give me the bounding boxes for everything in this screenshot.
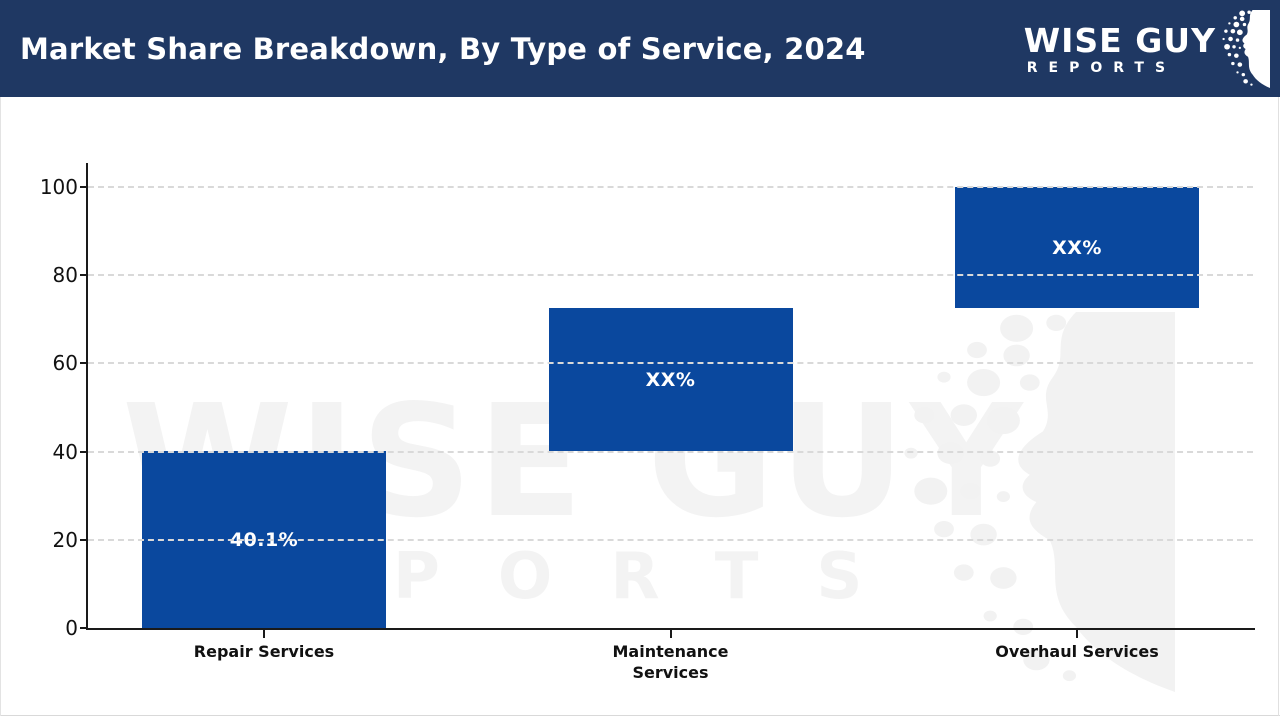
bar-segment: XX% (548, 308, 793, 452)
chart-canvas: WISE GUY REPORTS 0 20 40 60 80 100 40.1% Repair… (0, 97, 1280, 716)
gridline (88, 274, 1253, 277)
brand-logo-text: WISE GUY REPORTS (1024, 24, 1216, 75)
y-tick-label: 40 (52, 439, 78, 464)
page-left-border (0, 97, 1, 716)
gridline (88, 450, 1253, 453)
y-axis-line (86, 163, 88, 630)
logo-subtitle: REPORTS (1026, 59, 1177, 76)
x-axis-line (86, 628, 1255, 630)
y-tick-mark (80, 627, 88, 629)
y-tick-mark (80, 186, 88, 188)
y-tick-label: 20 (52, 527, 78, 552)
y-tick-mark (80, 538, 88, 541)
y-tick-label: 80 (52, 263, 78, 288)
brand-logo: WISE GUY REPORTS (1024, 8, 1270, 90)
y-tick-mark (80, 450, 88, 453)
gridline (88, 186, 1253, 188)
y-tick-label: 100 (39, 175, 78, 199)
x-tick-mark (669, 630, 672, 638)
x-tick-label: Overhaul Services (995, 642, 1159, 661)
y-tick-label: 0 (65, 616, 78, 640)
page-bottom-border (0, 715, 1280, 716)
header-bar: Market Share Breakdown, By Type of Servi… (0, 0, 1280, 97)
x-tick-mark (1076, 630, 1078, 638)
page-title: Market Share Breakdown, By Type of Servi… (20, 31, 866, 66)
x-tick-label: Maintenance Services (612, 642, 729, 682)
gridline (88, 362, 1253, 365)
logo-wordmark: WISE GUY (1023, 20, 1216, 60)
page-right-border (1278, 97, 1279, 716)
y-tick-mark (80, 362, 88, 365)
x-tick-mark (263, 630, 265, 638)
x-tick-label: Repair Services (193, 642, 335, 661)
watermark-face-icon (904, 312, 1175, 692)
bar-value-label: XX% (645, 368, 696, 391)
dotted-face-icon (1222, 10, 1270, 88)
gridline (88, 538, 1253, 541)
bar-segment: XX% (955, 187, 1199, 309)
bar-value-label: XX% (1052, 236, 1102, 259)
y-tick-label: 60 (52, 351, 78, 376)
y-tick-mark (80, 274, 88, 277)
